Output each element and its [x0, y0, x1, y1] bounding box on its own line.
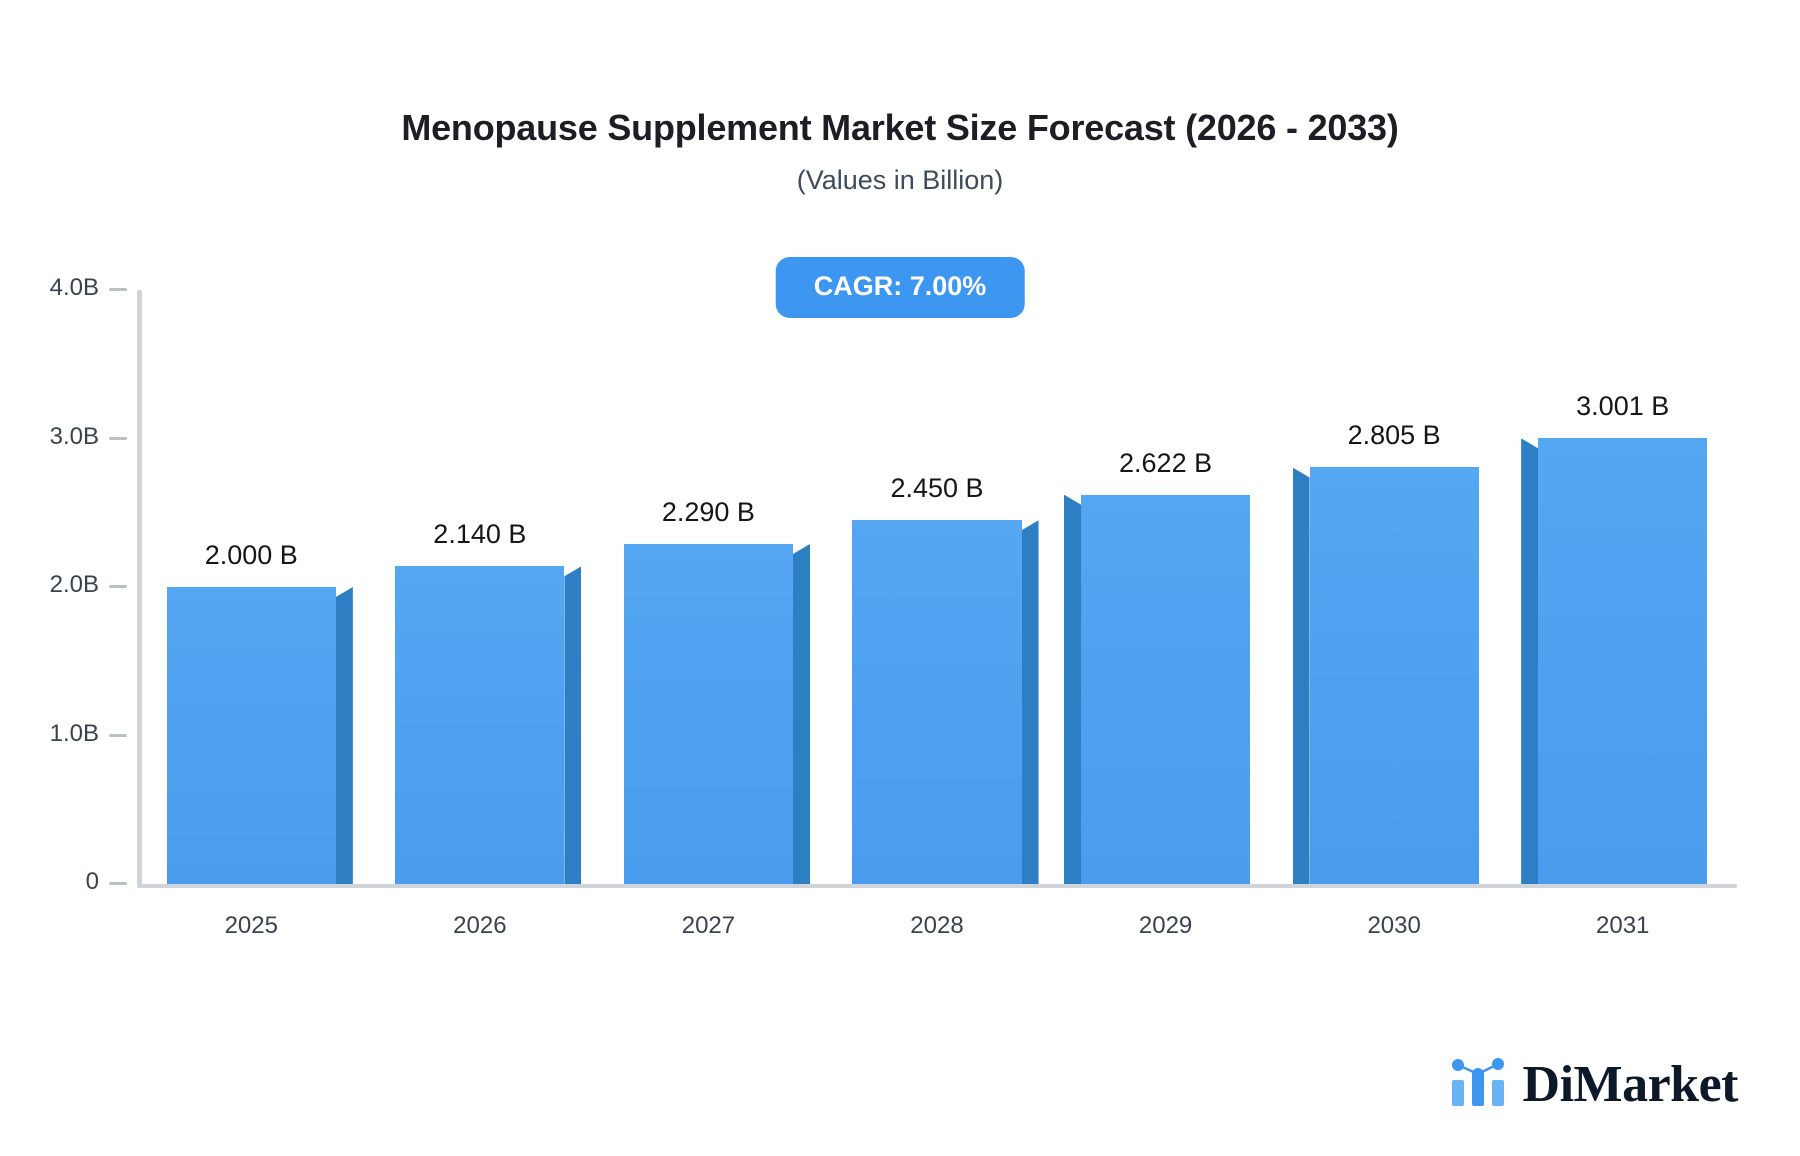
bar[interactable]: 2.290 B — [623, 497, 810, 884]
bar-side-face — [1064, 494, 1081, 884]
bar-front-face — [623, 543, 793, 884]
bar-chart-logo-icon — [1449, 1056, 1507, 1113]
bar-side-face — [564, 566, 582, 884]
bar-front-face — [166, 587, 336, 884]
y-axis-tick-label: 2.0B — [49, 571, 99, 598]
bar-side-face — [335, 587, 353, 884]
x-axis-label: 2025 — [224, 912, 278, 939]
y-axis-tick-label: 4.0B — [49, 274, 99, 301]
bars-layer: 2.000 B 2.140 B 2.290 B 2.450 B 2.622 B 2.805… — [137, 290, 1737, 884]
x-axis-label: 2026 — [453, 912, 507, 939]
bar[interactable]: 3.001 B — [1521, 391, 1708, 884]
bar-group[interactable]: 2.805 B — [1292, 290, 1479, 884]
y-axis-tick-mark — [109, 288, 127, 291]
bar[interactable]: 2.140 B — [395, 519, 582, 884]
bar-group[interactable]: 2.140 B — [395, 290, 582, 884]
bar-value-label: 2.622 B — [1119, 447, 1213, 478]
bar-value-label: 2.140 B — [433, 519, 527, 550]
bar-value-label: 3.001 B — [1576, 391, 1670, 422]
y-axis-tick-mark — [109, 882, 127, 885]
bar-front-face — [1309, 467, 1479, 884]
y-axis-tick-mark — [109, 585, 127, 588]
bar-value-label: 2.450 B — [890, 473, 984, 504]
y-axis-tick-mark — [109, 733, 127, 737]
cagr-badge: CAGR: 7.00% — [775, 257, 1025, 318]
x-axis-label: 2027 — [681, 912, 736, 939]
bar[interactable]: 2.000 B — [166, 540, 353, 884]
bar-side-face — [792, 543, 810, 884]
logo: DiMarket — [1449, 1055, 1739, 1113]
bar-front-face — [395, 566, 565, 884]
bar[interactable]: 2.805 B — [1292, 420, 1479, 884]
x-axis-label: 2028 — [910, 912, 964, 939]
x-axis-label: 2029 — [1138, 912, 1193, 939]
bar-front-face — [852, 520, 1022, 884]
x-axis-label: 2030 — [1367, 912, 1421, 939]
y-axis-tick-mark — [109, 436, 127, 440]
bar-group[interactable]: 2.000 B — [166, 290, 353, 884]
bar-side-face — [1021, 520, 1039, 884]
bar-front-face — [1081, 494, 1251, 884]
bar-value-label: 2.000 B — [204, 540, 298, 570]
y-axis-tick-label: 0 — [85, 868, 99, 895]
bar-group[interactable]: 2.622 B — [1064, 290, 1251, 884]
y-axis-tick-label: 1.0B — [49, 719, 99, 747]
y-axis-line — [137, 290, 142, 887]
bar-group[interactable]: 3.001 B — [1521, 290, 1708, 884]
bar[interactable]: 2.622 B — [1064, 448, 1251, 884]
bar-side-face — [1292, 467, 1310, 884]
bar-side-face — [1521, 438, 1539, 884]
bar-value-label: 2.290 B — [661, 496, 755, 527]
bar-group[interactable]: 2.290 B — [623, 290, 810, 884]
y-axis-tick-label: 3.0B — [49, 422, 99, 450]
bar-group[interactable]: 2.450 B — [852, 290, 1039, 884]
x-axis-line — [137, 884, 1737, 888]
logo-text: DiMarket — [1522, 1055, 1739, 1113]
bar-front-face — [1538, 438, 1708, 884]
bar[interactable]: 2.450 B — [852, 473, 1039, 884]
bar-value-label: 2.805 B — [1347, 420, 1441, 451]
x-axis-label: 2031 — [1596, 912, 1650, 939]
